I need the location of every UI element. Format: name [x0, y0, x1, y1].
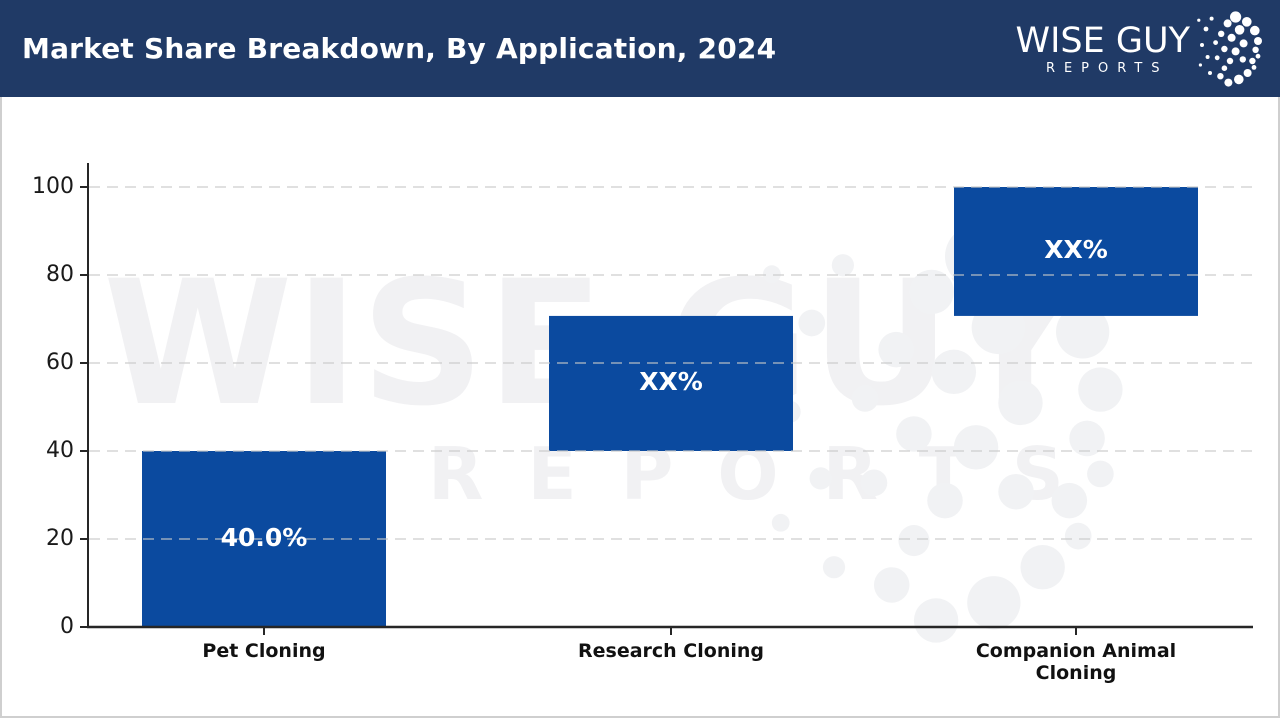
logo-subtitle: REPORTS [1045, 60, 1169, 76]
header-bar: Market Share Breakdown, By Application, … [0, 0, 1280, 97]
bar-3 [954, 187, 1198, 316]
logo-text: WISE GUY REPORTS [1015, 23, 1190, 77]
wise-guy-logo: WISE GUY REPORTS [1015, 8, 1266, 90]
figure-border [0, 97, 1280, 718]
bar-2 [549, 315, 793, 451]
page-title: Market Share Breakdown, By Application, … [22, 32, 777, 65]
logo-wordmark: WISE GUY [1015, 20, 1190, 61]
